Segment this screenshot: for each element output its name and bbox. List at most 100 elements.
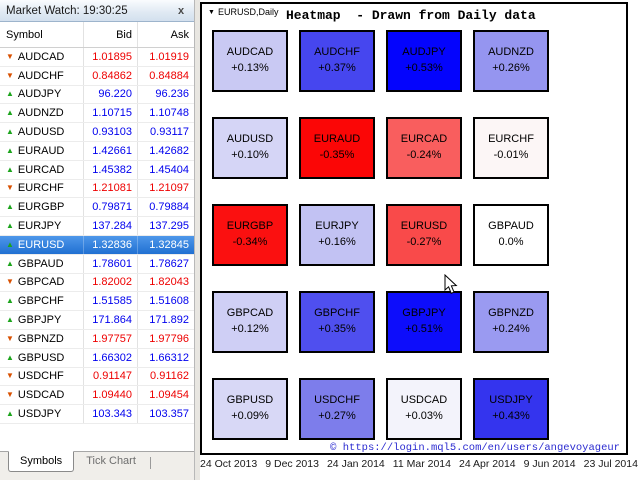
heatmap-tile-gbpusd: GBPUSD +0.09% (212, 378, 288, 440)
symbol-name: EURCHF (17, 182, 64, 195)
heatmap-tile-eurcad: EURCAD -0.24% (386, 117, 462, 179)
panel-splitter[interactable] (195, 0, 200, 480)
market-watch-row[interactable]: ▲ USDJPY 103.343 103.357 (0, 405, 194, 424)
tile-symbol: GBPUSD (226, 394, 274, 407)
market-watch-row[interactable]: ▼ USDCHF 0.91147 0.91162 (0, 367, 194, 387)
x-axis-tick-label: 11 Mar 2014 (392, 458, 451, 470)
symbol-name: GBPNZD (17, 332, 64, 345)
bid-price: 1.82002 (84, 273, 138, 292)
market-watch-panel: Market Watch: 19:30:25 x Symbol Bid Ask … (0, 0, 195, 480)
heatmap-tile-eurusd: EURUSD -0.27% (386, 204, 462, 266)
trend-arrow-icon: ▲ (6, 352, 14, 362)
heatmap-tile-gbpchf: GBPCHF +0.35% (299, 291, 375, 353)
bid-price: 103.343 (84, 405, 138, 423)
heatmap-tile-audcad: AUDCAD +0.13% (212, 30, 288, 92)
column-header-ask: Ask (170, 28, 189, 41)
heatmap-tile-euraud: EURAUD -0.35% (299, 117, 375, 179)
market-watch-row[interactable]: ▲ GBPCHF 1.51585 1.51608 (0, 292, 194, 312)
tile-symbol: USDCHF (314, 394, 360, 407)
symbol-name: USDJPY (17, 408, 62, 421)
market-watch-row[interactable]: ▲ EURCAD 1.45382 1.45404 (0, 160, 194, 180)
market-watch-row[interactable]: ▼ AUDCHF 0.84862 0.84884 (0, 66, 194, 86)
ask-price: 103.357 (149, 408, 189, 421)
ask-price: 1.78627 (149, 257, 189, 270)
ask-price: 1.45404 (149, 163, 189, 176)
close-icon[interactable]: x (177, 4, 185, 17)
bid-price: 171.864 (84, 311, 138, 329)
heatmap-tile-gbpaud: GBPAUD 0.0% (473, 204, 549, 266)
heatmap-tile-audchf: AUDCHF +0.37% (299, 30, 375, 92)
tile-change: 0.0% (498, 236, 524, 248)
tile-change: +0.03% (405, 410, 443, 422)
bid-price: 1.51585 (84, 292, 138, 311)
trend-arrow-icon: ▼ (6, 371, 14, 381)
tile-symbol: AUDCHF (314, 46, 360, 59)
tab-tick-chart[interactable]: Tick Chart (86, 455, 136, 467)
symbol-name: AUDJPY (17, 88, 62, 101)
chart-panel[interactable]: ▼ EURUSD,Daily Heatmap - Drawn from Dail… (200, 0, 640, 480)
tile-symbol: EURUSD (400, 220, 448, 233)
tile-change: +0.12% (231, 323, 269, 335)
heatmap-tile-eurgbp: EURGBP -0.34% (212, 204, 288, 266)
ask-price: 1.32845 (149, 238, 189, 251)
tile-symbol: AUDCAD (226, 46, 274, 59)
heatmap-tile-usdjpy: USDJPY +0.43% (473, 378, 549, 440)
heatmap-tile-audusd: AUDUSD +0.10% (212, 117, 288, 179)
market-watch-row[interactable]: ▼ AUDCAD 1.01895 1.01919 (0, 48, 194, 67)
chart-canvas[interactable]: ▼ EURUSD,Daily Heatmap - Drawn from Dail… (200, 2, 628, 455)
trend-arrow-icon: ▼ (6, 333, 14, 343)
tile-change: +0.10% (231, 149, 269, 161)
x-axis-labels: 24 Oct 2013 9 Dec 2013 24 Jan 2014 11 Mar 2… (200, 458, 638, 470)
symbol-name: AUDCAD (17, 50, 65, 63)
ask-price: 1.66312 (149, 351, 189, 364)
market-watch-row[interactable]: ▲ EURUSD 1.32836 1.32845 (0, 235, 194, 255)
chart-instrument-label: ▼ EURUSD,Daily (208, 7, 278, 17)
ask-price: 1.97796 (149, 332, 189, 345)
market-watch-row[interactable]: ▲ AUDUSD 0.93103 0.93117 (0, 123, 194, 142)
market-watch-row[interactable]: ▲ GBPJPY 171.864 171.892 (0, 311, 194, 330)
heatmap-tile-eurchf: EURCHF -0.01% (473, 117, 549, 179)
heatmap-tile-eurjpy: EURJPY +0.16% (299, 204, 375, 266)
market-watch-column-headers: Symbol Bid Ask (0, 22, 194, 48)
ask-price: 1.51608 (149, 295, 189, 308)
tile-symbol: AUDUSD (226, 133, 274, 146)
market-watch-row[interactable]: ▲ EURAUD 1.42661 1.42682 (0, 141, 194, 161)
trend-arrow-icon: ▼ (6, 183, 14, 193)
market-watch-row[interactable]: ▼ USDCAD 1.09440 1.09454 (0, 386, 194, 406)
trend-arrow-icon: ▲ (6, 258, 14, 268)
tab-separator (149, 457, 151, 469)
trend-arrow-icon: ▼ (6, 70, 14, 80)
trend-arrow-icon: ▲ (6, 239, 14, 249)
market-watch-row[interactable]: ▲ AUDNZD 1.10715 1.10748 (0, 104, 194, 124)
bid-price: 0.84862 (84, 66, 138, 85)
tile-change: -0.01% (493, 149, 529, 161)
symbol-name: EURAUD (17, 144, 65, 157)
market-watch-row[interactable]: ▲ GBPUSD 1.66302 1.66312 (0, 348, 194, 368)
tile-symbol: GBPCHF (314, 307, 360, 320)
heatmap-tile-usdcad: USDCAD +0.03% (386, 378, 462, 440)
symbol-name: GBPJPY (17, 314, 62, 327)
symbol-name: EURJPY (17, 220, 62, 233)
ask-price: 0.93117 (150, 126, 189, 139)
heatmap-tile-usdchf: USDCHF +0.27% (299, 378, 375, 440)
tile-change: -0.34% (232, 236, 268, 248)
market-watch-tabstrip: Symbols Tick Chart (0, 451, 194, 474)
symbol-name: GBPUSD (17, 351, 65, 364)
market-watch-row[interactable]: ▼ GBPCAD 1.82002 1.82043 (0, 273, 194, 293)
trend-arrow-icon: ▼ (6, 51, 14, 61)
credit-link[interactable]: © https://login.mql5.com/en/users/angevo… (330, 442, 620, 454)
bid-price: 1.78601 (84, 254, 138, 273)
trend-arrow-icon: ▲ (6, 164, 14, 174)
tab-symbols[interactable]: Symbols (8, 451, 75, 472)
market-watch-row[interactable]: ▲ EURJPY 137.284 137.295 (0, 217, 194, 236)
market-watch-row[interactable]: ▼ EURCHF 1.21081 1.21097 (0, 179, 194, 199)
bid-price: 1.01895 (84, 48, 138, 66)
market-watch-row[interactable]: ▲ EURGBP 0.79871 0.79884 (0, 198, 194, 218)
bid-price: 0.79871 (84, 198, 138, 217)
tile-change: -0.24% (406, 149, 442, 161)
tile-symbol: GBPCAD (226, 307, 274, 320)
market-watch-row[interactable]: ▲ GBPAUD 1.78601 1.78627 (0, 254, 194, 274)
market-watch-row[interactable]: ▼ GBPNZD 1.97757 1.97796 (0, 329, 194, 349)
market-watch-row[interactable]: ▲ AUDJPY 96.220 96.236 (0, 85, 194, 105)
heatmap-title: Heatmap - Drawn from Daily data (286, 8, 536, 23)
